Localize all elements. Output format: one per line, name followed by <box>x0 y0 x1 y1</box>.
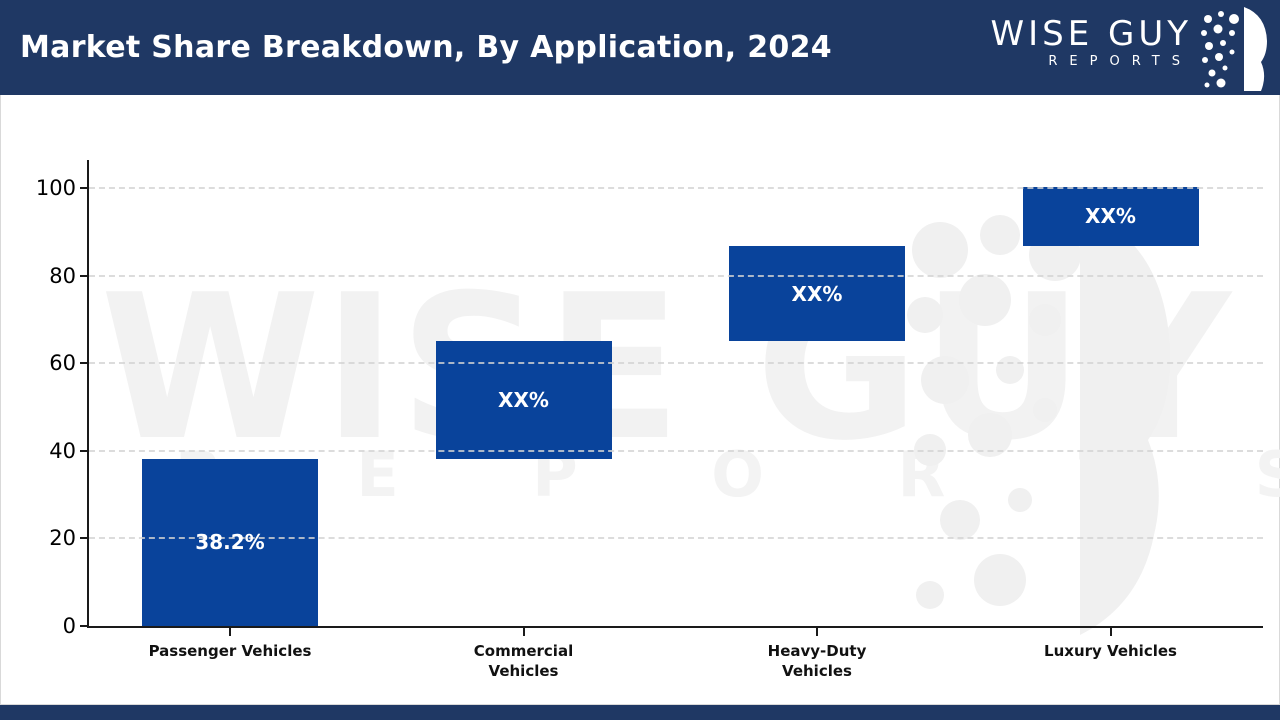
gridline <box>89 449 1263 452</box>
y-tick-label: 80 <box>49 263 76 288</box>
bar-value-label: XX% <box>1085 204 1136 229</box>
y-tick-label: 60 <box>49 351 76 376</box>
footer-bar <box>0 705 1280 720</box>
logo: WISE GUY REPORTS <box>990 16 1192 70</box>
y-axis-tick <box>80 362 88 365</box>
y-tick-label: 100 <box>35 176 76 200</box>
x-axis-line <box>87 626 1263 628</box>
watermark-head-icon <box>907 210 1171 635</box>
x-axis-tick <box>816 628 818 636</box>
x-axis-tick <box>229 628 231 636</box>
gridline <box>89 274 1263 277</box>
y-axis-tick <box>80 537 88 540</box>
logo-subtext: REPORTS <box>1048 54 1192 69</box>
watermark-wordmark: WISE GUY <box>100 252 1233 485</box>
gridline <box>89 187 1263 189</box>
bar-segment <box>142 458 318 626</box>
logo-head-icon <box>1201 7 1267 91</box>
bar-value-label: XX% <box>791 281 843 306</box>
y-axis-tick <box>80 625 88 627</box>
gridline <box>89 537 1263 540</box>
chart-title: Market Share Breakdown, By Application, … <box>20 30 832 65</box>
bar-segment <box>729 245 905 342</box>
category-label: Luxury Vehicles <box>1044 642 1177 660</box>
bar-segment <box>1022 186 1199 246</box>
y-axis-tick <box>80 187 88 189</box>
y-axis-tick <box>80 449 88 452</box>
x-axis-tick <box>1109 628 1112 636</box>
bar-segment <box>435 341 612 459</box>
y-axis-line <box>87 160 89 628</box>
gridline <box>89 362 1263 365</box>
header-bar: Market Share Breakdown, By Application, … <box>0 0 1280 95</box>
x-axis-tick <box>522 628 525 636</box>
bar-value-label: 38.2% <box>195 530 265 555</box>
category-label: Passenger Vehicles <box>148 642 312 660</box>
category-label: Heavy-Duty Vehicles <box>767 642 867 680</box>
y-tick-label: 40 <box>49 438 76 463</box>
bar-value-label: XX% <box>498 387 549 412</box>
category-label: Commercial Vehicles <box>473 642 574 680</box>
y-axis-tick <box>80 274 88 277</box>
logo-wordmark: WISE GUY <box>990 14 1192 54</box>
y-tick-label: 0 <box>62 614 76 638</box>
y-tick-label: 20 <box>49 526 76 551</box>
